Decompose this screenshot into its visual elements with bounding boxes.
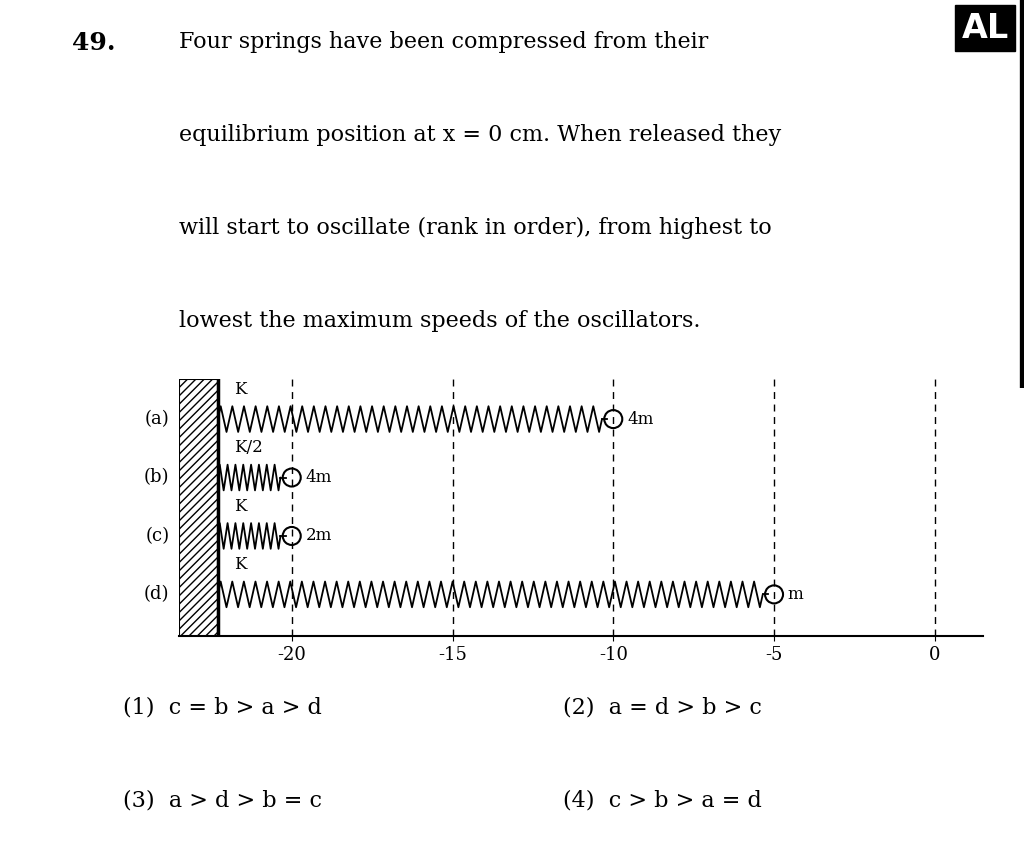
Text: K: K	[233, 556, 247, 573]
Text: (a): (a)	[144, 410, 170, 428]
Bar	[179, 379, 218, 636]
Text: K: K	[233, 498, 247, 515]
Text: will start to oscillate (rank in order), from highest to: will start to oscillate (rank in order),…	[179, 217, 772, 239]
Text: (b): (b)	[144, 469, 170, 486]
Text: 4m: 4m	[305, 469, 332, 486]
Text: (d): (d)	[144, 585, 170, 604]
Text: 49.: 49.	[72, 31, 115, 55]
Text: m: m	[787, 586, 804, 603]
Text: (3)  a > d > b = c: (3) a > d > b = c	[123, 789, 322, 811]
Text: (4)  c > b > a = d: (4) c > b > a = d	[563, 789, 762, 811]
Text: (1)  c = b > a > d: (1) c = b > a > d	[123, 696, 322, 718]
Text: lowest the maximum speeds of the oscillators.: lowest the maximum speeds of the oscilla…	[179, 310, 700, 332]
Text: AL: AL	[962, 12, 1009, 45]
Text: 2m: 2m	[305, 528, 332, 545]
Text: K/2: K/2	[233, 439, 262, 457]
Text: Four springs have been compressed from their: Four springs have been compressed from t…	[179, 31, 709, 53]
Text: equilibrium position at x = 0 cm. When released they: equilibrium position at x = 0 cm. When r…	[179, 124, 781, 146]
Text: 4m: 4m	[627, 411, 653, 427]
Text: K: K	[233, 381, 247, 398]
Text: (2)  a = d > b > c: (2) a = d > b > c	[563, 696, 762, 718]
Text: (c): (c)	[145, 527, 170, 545]
